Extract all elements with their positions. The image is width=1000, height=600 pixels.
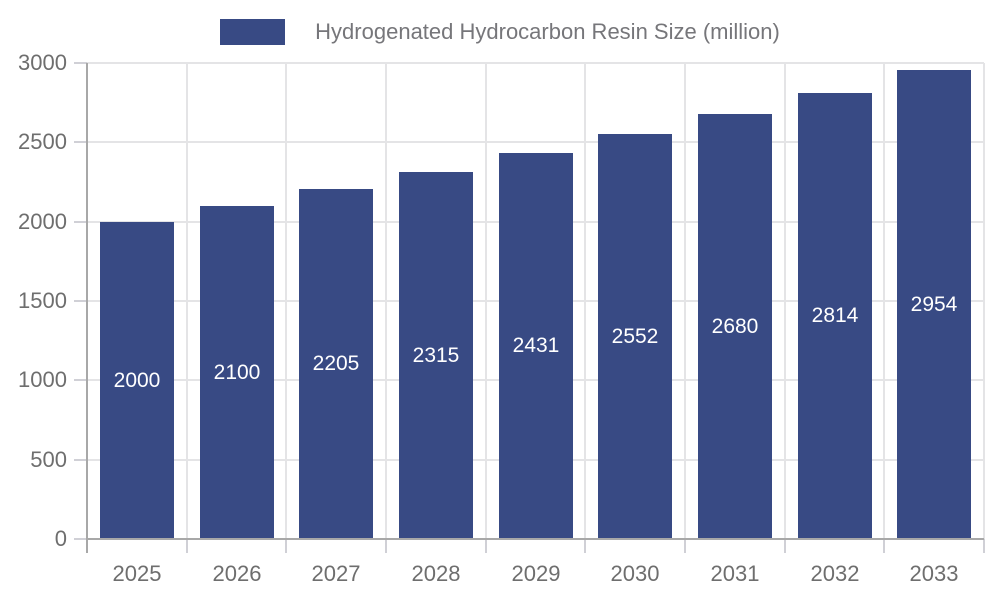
y-tick-mark: [74, 538, 87, 540]
bar-2032[interactable]: 2814: [798, 93, 872, 538]
x-tick-mark: [684, 539, 686, 553]
y-tick-mark: [74, 458, 87, 461]
y-tick-mark: [74, 379, 87, 382]
x-tick-mark: [783, 539, 786, 553]
y-tick-mark: [74, 300, 87, 302]
y-axis-tick-label: 500: [30, 446, 67, 472]
bar-2026[interactable]: 2100: [200, 206, 274, 538]
x-axis-tick-label: 2030: [610, 561, 660, 586]
x-tick-mark: [285, 539, 288, 553]
bar-value-label: 2814: [811, 304, 859, 327]
gridline-vertical: [285, 63, 288, 539]
bar-2030[interactable]: 2552: [598, 134, 672, 538]
x-axis-tick-label: 2026: [212, 561, 262, 586]
x-tick-mark: [883, 539, 886, 553]
y-tick-mark: [74, 62, 87, 64]
x-axis-tick-label: 2032: [810, 561, 860, 586]
x-tick-mark: [185, 539, 188, 553]
gridline-vertical: [783, 63, 786, 539]
bar-value-label: 2431: [512, 334, 560, 357]
x-tick-mark: [484, 539, 487, 553]
legend-swatch-icon: [220, 19, 286, 45]
y-axis-tick-label: 1500: [18, 288, 67, 313]
gridline-horizontal: [87, 141, 984, 144]
bar-2033[interactable]: 2954: [897, 70, 971, 538]
gridline-vertical: [185, 63, 188, 539]
bar-value-label: 2100: [213, 361, 261, 384]
y-axis-tick-label: 2000: [18, 208, 67, 234]
bar-value-label: 2954: [910, 293, 958, 316]
x-axis-tick-label: 2031: [710, 561, 760, 586]
y-axis-tick-label: 1000: [18, 367, 67, 393]
gridline-vertical: [484, 63, 487, 539]
x-axis-tick-label: 2025: [112, 561, 162, 586]
y-tick-mark: [74, 220, 87, 223]
x-axis-line: [87, 538, 984, 540]
bar-value-label: 2000: [113, 369, 161, 392]
y-tick-mark: [74, 141, 87, 144]
gridline-vertical: [584, 63, 587, 539]
gridline-vertical: [385, 63, 387, 539]
x-tick-mark: [385, 539, 387, 553]
x-axis-tick-label: 2027: [311, 561, 361, 586]
x-axis-tick-label: 2028: [411, 561, 461, 586]
y-axis-tick-label: 0: [54, 526, 67, 551]
legend-label: Hydrogenated Hydrocarbon Resin Size (mil…: [315, 19, 780, 44]
gridline-vertical: [684, 63, 686, 539]
bar-2027[interactable]: 2205: [299, 189, 373, 538]
y-axis-line: [86, 63, 88, 553]
bar-2025[interactable]: 2000: [100, 222, 174, 538]
gridline-horizontal: [87, 62, 984, 64]
bar-value-label: 2315: [412, 344, 460, 367]
chart-legend[interactable]: Hydrogenated Hydrocarbon Resin Size (mil…: [0, 16, 1000, 48]
bar-value-label: 2680: [711, 315, 759, 338]
y-axis-tick-label: 3000: [18, 50, 67, 75]
bar-2028[interactable]: 2315: [399, 172, 473, 538]
x-tick-mark: [983, 539, 985, 553]
x-axis-tick-label: 2033: [909, 561, 959, 586]
bar-2031[interactable]: 2680: [698, 114, 772, 538]
x-tick-mark: [584, 539, 587, 553]
gridline-vertical: [983, 63, 985, 539]
gridline-vertical: [883, 63, 886, 539]
y-axis-tick-label: 2500: [18, 129, 67, 155]
bar-value-label: 2205: [312, 352, 360, 375]
x-axis-tick-label: 2029: [511, 561, 561, 586]
bar-value-label: 2552: [611, 325, 659, 348]
bar-2029[interactable]: 2431: [499, 153, 573, 538]
